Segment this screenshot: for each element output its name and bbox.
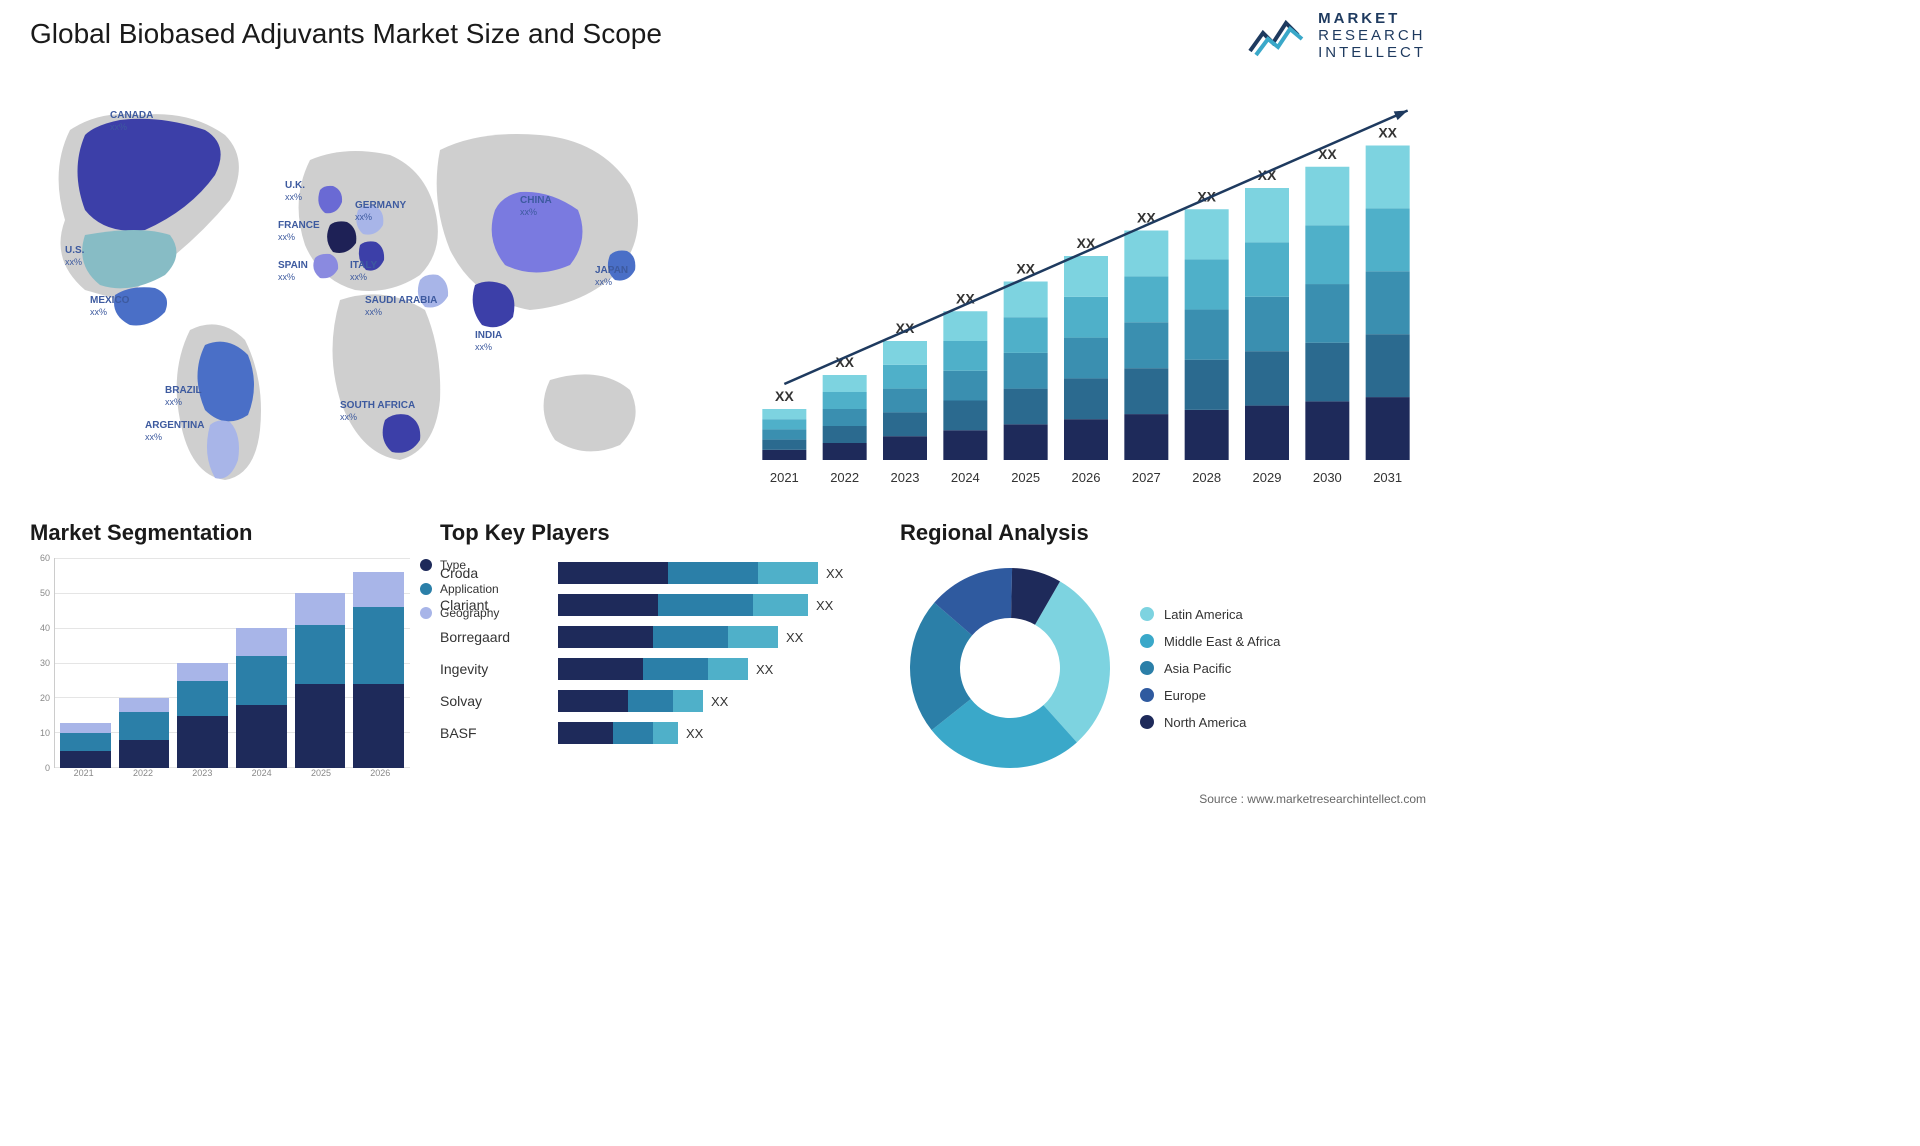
svg-text:2024: 2024	[951, 470, 980, 485]
legend-item: Geography	[420, 606, 540, 620]
svg-text:2027: 2027	[1132, 470, 1161, 485]
regional-donut	[900, 558, 1120, 778]
segmentation-panel: Market Segmentation 0102030405060 202120…	[30, 520, 410, 788]
svg-text:2023: 2023	[891, 470, 920, 485]
svg-text:2030: 2030	[1313, 470, 1342, 485]
svg-text:2026: 2026	[1072, 470, 1101, 485]
region-legend-item: Asia Pacific	[1140, 661, 1280, 676]
page-title: Global Biobased Adjuvants Market Size an…	[30, 18, 662, 50]
regional-title: Regional Analysis	[900, 520, 1426, 546]
region-legend-item: North America	[1140, 715, 1280, 730]
segmentation-bar	[236, 628, 287, 768]
map-label-u-k-: U.K.xx%	[285, 180, 305, 204]
players-title: Top Key Players	[440, 520, 870, 546]
region-legend-item: Europe	[1140, 688, 1280, 703]
map-label-germany: GERMANYxx%	[355, 200, 406, 224]
map-label-mexico: MEXICOxx%	[90, 295, 129, 319]
region-legend-item: Latin America	[1140, 607, 1280, 622]
player-label: Ingevity	[440, 658, 540, 680]
svg-text:XX: XX	[775, 388, 794, 404]
map-label-spain: SPAINxx%	[278, 260, 308, 284]
map-label-u-s-: U.S.xx%	[65, 245, 84, 269]
player-row: XX	[558, 626, 870, 648]
logo-text-2: RESEARCH	[1318, 27, 1426, 44]
map-label-south-africa: SOUTH AFRICAxx%	[340, 400, 415, 424]
segmentation-bar	[353, 572, 404, 768]
map-label-italy: ITALYxx%	[350, 260, 377, 284]
player-label: BASF	[440, 722, 540, 744]
legend-item: Type	[420, 558, 540, 572]
player-row: XX	[558, 562, 870, 584]
map-label-saudi-arabia: SAUDI ARABIAxx%	[365, 295, 437, 319]
brand-logo: MARKET RESEARCH INTELLECT	[1248, 10, 1426, 61]
player-row: XX	[558, 594, 870, 616]
svg-text:2029: 2029	[1253, 470, 1282, 485]
map-label-india: INDIAxx%	[475, 330, 502, 354]
player-row: XX	[558, 722, 870, 744]
player-row: XX	[558, 658, 870, 680]
map-label-china: CHINAxx%	[520, 195, 552, 219]
svg-text:XX: XX	[1378, 125, 1397, 141]
logo-text-1: MARKET	[1318, 10, 1426, 27]
map-label-brazil: BRAZILxx%	[165, 385, 202, 409]
player-label: Solvay	[440, 690, 540, 712]
map-label-argentina: ARGENTINAxx%	[145, 420, 204, 444]
source-text: Source : www.marketresearchintellect.com	[1199, 792, 1426, 806]
map-label-canada: CANADAxx%	[110, 110, 153, 134]
map-label-france: FRANCExx%	[278, 220, 320, 244]
svg-text:2025: 2025	[1011, 470, 1040, 485]
legend-item: Application	[420, 582, 540, 596]
segmentation-bar	[60, 723, 111, 769]
segmentation-title: Market Segmentation	[30, 520, 410, 546]
market-size-chart: XX2021XX2022XX2023XX2024XX2025XX2026XX20…	[746, 90, 1426, 490]
regional-panel: Regional Analysis Latin America Middle Ea…	[900, 520, 1426, 788]
logo-text-3: INTELLECT	[1318, 44, 1426, 61]
segmentation-bar	[177, 663, 228, 768]
region-legend-item: Middle East & Africa	[1140, 634, 1280, 649]
segmentation-bar	[119, 698, 170, 768]
logo-mark-icon	[1248, 11, 1308, 61]
world-map-panel: CANADAxx% U.S.xx% MEXICOxx% BRAZILxx% ARGENT…	[30, 80, 690, 500]
player-row: XX	[558, 690, 870, 712]
world-map	[30, 80, 690, 500]
map-label-japan: JAPANxx%	[595, 265, 628, 289]
segmentation-bar	[295, 593, 346, 768]
svg-text:2031: 2031	[1373, 470, 1402, 485]
svg-text:2022: 2022	[830, 470, 859, 485]
segmentation-chart: 0102030405060 202120222023202420252026 T…	[30, 558, 410, 788]
svg-text:2021: 2021	[770, 470, 799, 485]
svg-text:2028: 2028	[1192, 470, 1221, 485]
